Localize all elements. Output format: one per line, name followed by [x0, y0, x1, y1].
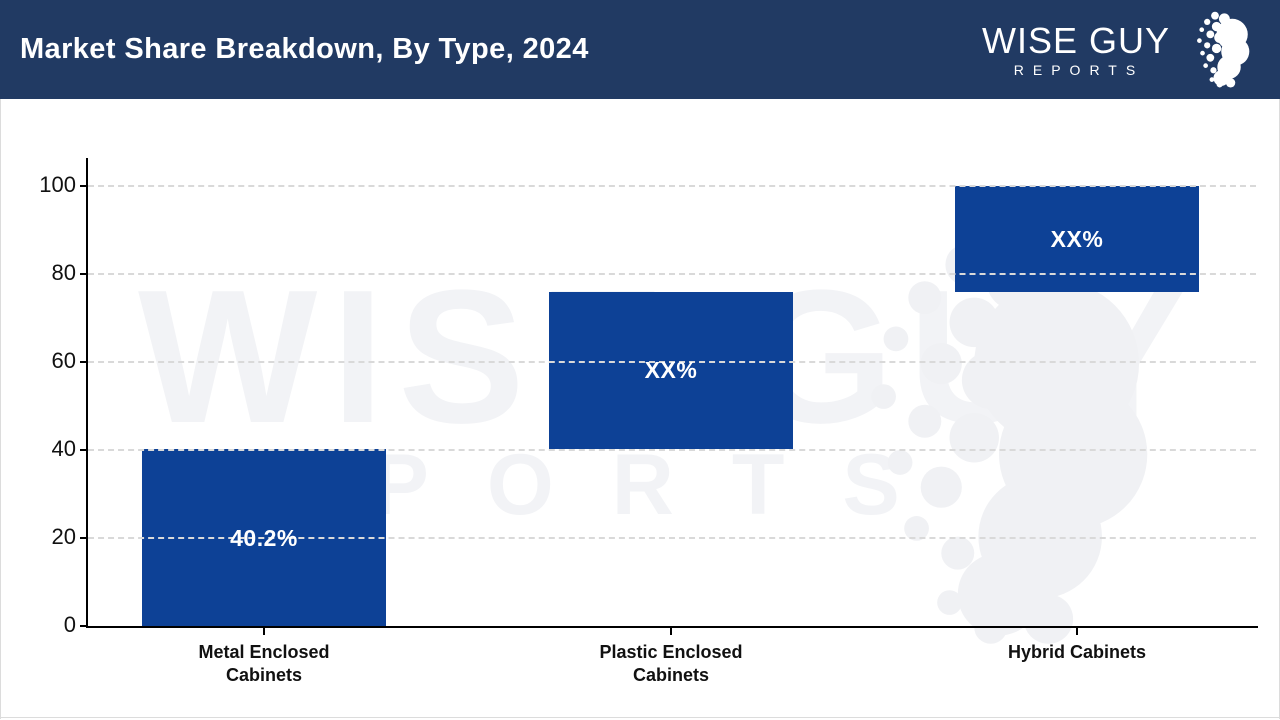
- logo-subtext: REPORTS: [1013, 61, 1145, 78]
- category-label: Hybrid Cabinets: [1007, 642, 1147, 662]
- y-tick-mark: [80, 273, 88, 275]
- y-tick-mark: [80, 185, 88, 187]
- y-tick-label: 0: [63, 612, 76, 637]
- y-tick-mark: [80, 361, 88, 363]
- y-tick-label: 40: [51, 436, 76, 461]
- page-bottom-rule: [0, 717, 1280, 718]
- category-label: Plastic Enclosed Cabinets: [599, 642, 743, 685]
- gridline-60: [88, 361, 1256, 363]
- header-bar: Market Share Breakdown, By Type, 2024 WI…: [0, 0, 1280, 99]
- y-tick-label: 20: [51, 524, 76, 549]
- gridline-40: [88, 449, 1256, 451]
- watermark-face-icon: [871, 244, 1148, 644]
- x-tick-mark: [263, 626, 265, 635]
- y-tick-label: 60: [51, 348, 76, 373]
- x-tick-mark: [1076, 626, 1078, 635]
- y-tick-mark: [80, 537, 88, 539]
- x-tick-mark: [670, 626, 672, 635]
- bar-value-label: XX%: [644, 357, 698, 384]
- wiseguy-logo: WISE GUY REPORTS: [982, 9, 1254, 91]
- gridline-80: [88, 273, 1256, 275]
- gridline-100: [88, 185, 1256, 187]
- page-left-rule: [0, 99, 1, 719]
- category-label: Metal Enclosed Cabinets: [198, 642, 330, 685]
- bar-value-label: XX%: [1050, 225, 1104, 252]
- wiseguy-face-icon: [1197, 11, 1250, 87]
- page-title: Market Share Breakdown, By Type, 2024: [20, 33, 589, 65]
- logo-brand-text: WISE GUY: [981, 19, 1170, 61]
- bar-value-label: 40.2%: [230, 524, 298, 551]
- y-tick-mark: [80, 625, 88, 627]
- y-axis-line: [86, 158, 88, 628]
- gridline-20: [88, 537, 1256, 539]
- y-tick-mark: [80, 449, 88, 451]
- x-axis-line: [86, 626, 1258, 628]
- bar-plastic-enclosed-cabinets: [549, 291, 793, 450]
- y-tick-label: 80: [51, 260, 76, 285]
- y-tick-label: 100: [39, 172, 76, 197]
